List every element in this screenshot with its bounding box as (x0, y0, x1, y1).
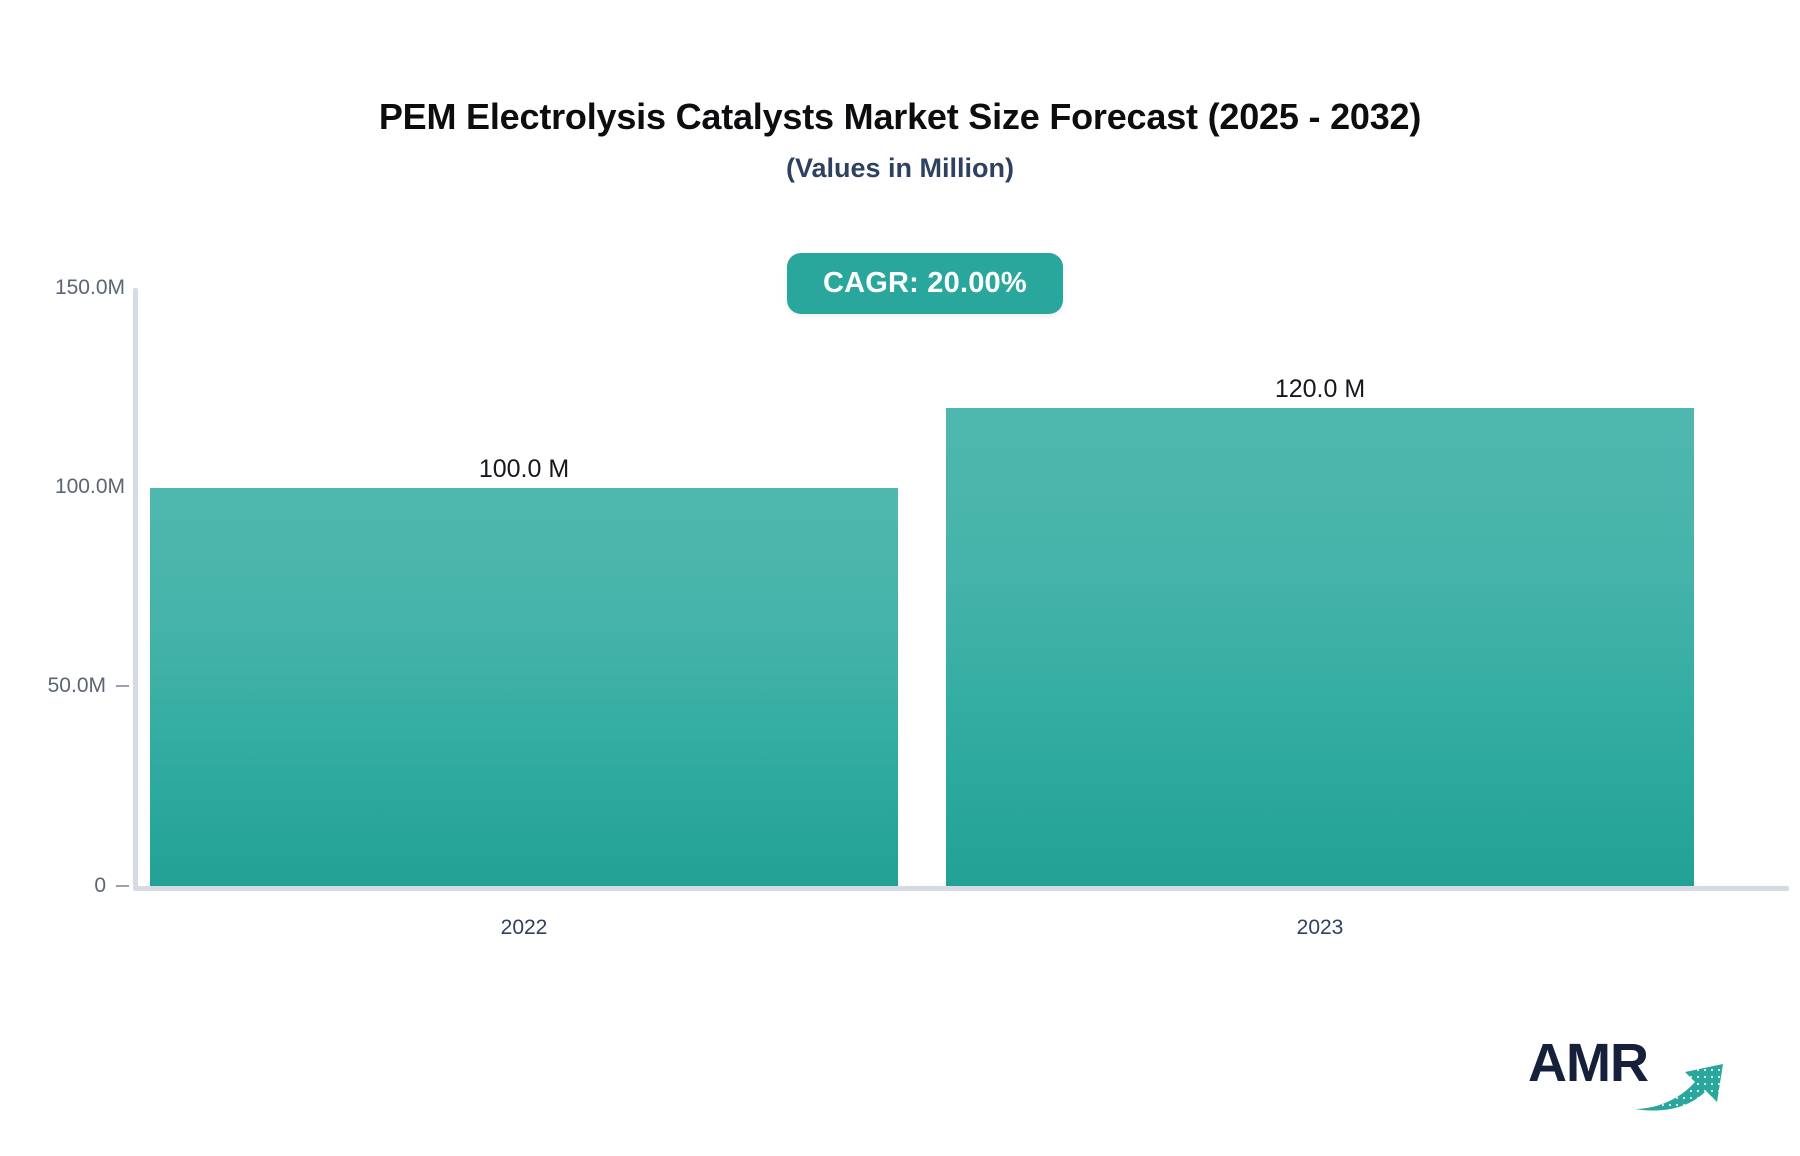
growth-arrow-icon (1635, 1064, 1723, 1111)
x-tick-label-2023: 2023 (1296, 916, 1344, 939)
y-tick-0-dash-icon (116, 885, 129, 888)
y-tick-100: 100.0M (0, 475, 133, 499)
x-tick-label-2022: 2022 (500, 916, 548, 939)
chart-subtitle: (Values in Million) (785, 153, 1015, 184)
y-tick-100-label: 100.0M (54, 475, 125, 498)
amr-logo-text: AMR (1528, 1033, 1649, 1093)
bar-2023[interactable] (946, 408, 1694, 886)
y-tick-50: 50.0M (0, 674, 133, 698)
y-tick-50-dash-icon (116, 685, 129, 688)
y-tick-150: 150.0M (0, 276, 133, 300)
y-tick-0-label: 0 (94, 874, 106, 897)
x-axis-line (133, 886, 1789, 891)
chart-title-block: PEM Electrolysis Catalysts Market Size F… (0, 96, 1800, 184)
y-tick-0: 0 (0, 874, 133, 898)
chart-title: PEM Electrolysis Catalysts Market Size F… (378, 96, 1422, 137)
bar-2022[interactable] (150, 488, 898, 886)
amr-logo: AMR (1528, 1033, 1723, 1114)
cagr-badge: CAGR: 20.00% (787, 253, 1063, 314)
y-axis-line (133, 288, 138, 888)
bar-value-label-2023: 120.0 M (1274, 375, 1366, 403)
y-tick-50-label: 50.0M (47, 674, 106, 697)
y-tick-150-label: 150.0M (54, 276, 125, 299)
bar-value-label-2022: 100.0 M (478, 455, 570, 483)
